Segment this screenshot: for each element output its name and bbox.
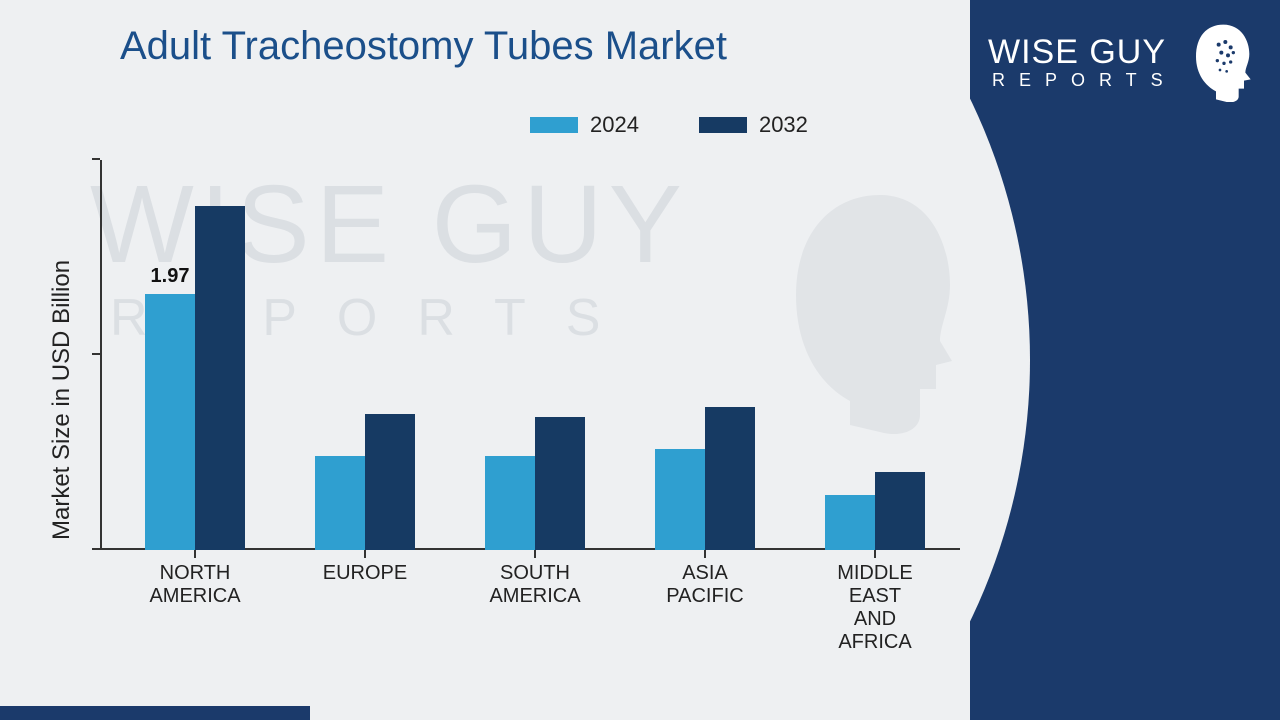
legend-swatch-2024 <box>530 117 578 133</box>
legend-label-2024: 2024 <box>590 112 639 138</box>
category-label: MIDDLEEASTANDAFRICA <box>795 562 955 654</box>
bar-2024 <box>315 456 365 550</box>
bar-2024 <box>655 449 705 550</box>
category-label: ASIAPACIFIC <box>625 562 785 608</box>
brand-name-line2: REPORTS <box>992 70 1177 91</box>
x-tick <box>874 550 876 558</box>
legend-swatch-2032 <box>699 117 747 133</box>
chart-title: Adult Tracheostomy Tubes Market <box>120 24 727 69</box>
y-axis-line <box>100 160 102 550</box>
y-axis-label: Market Size in USD Billion <box>48 260 76 540</box>
legend-label-2032: 2032 <box>759 112 808 138</box>
bar-group: MIDDLEEASTANDAFRICA <box>810 472 940 550</box>
y-tick <box>92 158 100 160</box>
bar-value-label: 1.97 <box>151 265 190 288</box>
bar-2024 <box>485 456 535 550</box>
y-tick <box>92 548 100 550</box>
bar-2024 <box>825 495 875 550</box>
category-label: SOUTHAMERICA <box>455 562 615 608</box>
y-tick <box>92 353 100 355</box>
bar-2032 <box>365 414 415 551</box>
bar-2032 <box>195 206 245 551</box>
brand-name-line1: WISE GUY <box>988 33 1177 72</box>
legend-item-2024: 2024 <box>530 112 639 138</box>
x-tick <box>364 550 366 558</box>
x-tick <box>194 550 196 558</box>
bar-group: 1.97NORTHAMERICA <box>130 206 260 551</box>
x-tick <box>534 550 536 558</box>
bar-group: ASIAPACIFIC <box>640 407 770 550</box>
chart-plot-area: 1.97NORTHAMERICA EUROPE SOUTHAMERICA ASIAPA… <box>100 160 960 550</box>
bar-2032 <box>535 417 585 550</box>
infographic-canvas: WISE GUY REPORTS Adult Tracheostomy Tube… <box>0 0 1280 720</box>
bar-2032 <box>875 472 925 550</box>
x-tick <box>704 550 706 558</box>
bottom-accent-bar <box>0 706 310 720</box>
category-label: NORTHAMERICA <box>115 562 275 608</box>
category-label: EUROPE <box>285 562 445 585</box>
chart-legend: 2024 2032 <box>530 112 808 138</box>
brand-head-icon <box>1185 22 1255 102</box>
bar-group: SOUTHAMERICA <box>470 417 600 550</box>
bar-group: EUROPE <box>300 414 430 551</box>
bar-2032 <box>705 407 755 550</box>
brand-logo: WISE GUY REPORTS <box>988 22 1258 102</box>
bar-2024 <box>145 294 195 550</box>
legend-item-2032: 2032 <box>699 112 808 138</box>
